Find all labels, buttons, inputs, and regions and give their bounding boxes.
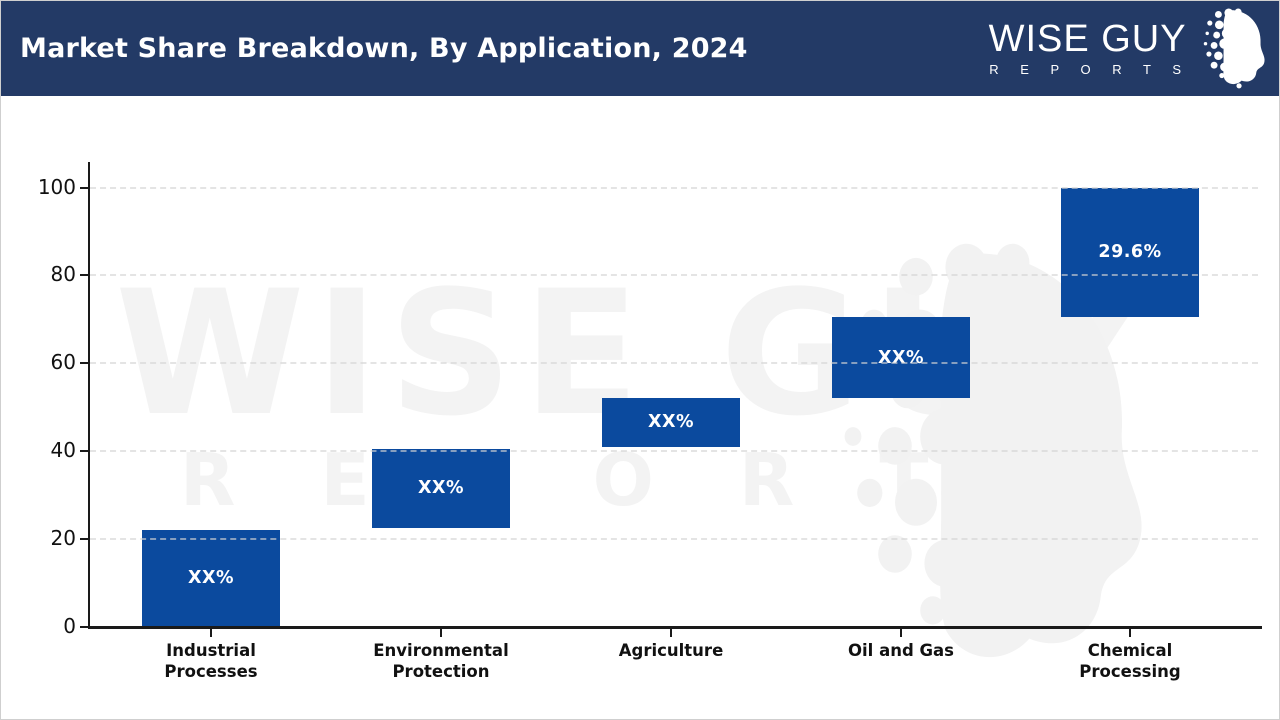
gridline-60 bbox=[90, 362, 1258, 365]
y-tick-mark-60 bbox=[80, 362, 88, 365]
bar-value-label: XX% bbox=[877, 347, 925, 368]
x-tick-mark-industrial-processes bbox=[210, 629, 212, 637]
wiseguy-logo-subtitle: R E P O R T S bbox=[989, 61, 1190, 77]
gridline-20 bbox=[90, 537, 1258, 540]
x-axis-label-industrial-processes: Industrial Processes bbox=[164, 641, 258, 681]
wiseguy-face-logo-icon bbox=[1203, 8, 1265, 89]
y-axis-line bbox=[88, 162, 90, 628]
x-axis-label-chemical-processing: Chemical Processing bbox=[1079, 641, 1181, 681]
y-tick-mark-40 bbox=[80, 449, 88, 452]
y-tick-label-0: 0 bbox=[63, 613, 76, 638]
y-tick-label-40: 40 bbox=[50, 437, 76, 462]
y-tick-mark-100 bbox=[80, 186, 88, 189]
gridline-40 bbox=[90, 449, 1258, 452]
x-axis-line bbox=[88, 626, 1262, 629]
x-axis-label-agriculture: Agriculture bbox=[618, 641, 724, 660]
wiseguy-logo-name: WISE GUY bbox=[988, 17, 1187, 60]
y-tick-label-80: 80 bbox=[50, 262, 76, 287]
bar-value-label: XX% bbox=[187, 568, 235, 589]
x-tick-mark-environmental-protection bbox=[440, 629, 442, 637]
bar-environmental-protection: XX% bbox=[372, 448, 510, 528]
bar-value-label: 29.6% bbox=[1098, 242, 1162, 263]
bar-industrial-processes: XX% bbox=[142, 529, 280, 627]
x-tick-mark-agriculture bbox=[670, 629, 672, 637]
y-tick-mark-0 bbox=[80, 625, 88, 628]
y-tick-label-60: 60 bbox=[50, 350, 76, 375]
bar-value-label: XX% bbox=[647, 412, 695, 433]
x-axis-label-environmental-protection: Environmental Protection bbox=[373, 641, 509, 681]
bar-agriculture: XX% bbox=[602, 398, 740, 447]
gridline-80 bbox=[90, 274, 1258, 277]
bar-value-label: XX% bbox=[417, 478, 465, 499]
y-tick-label-20: 20 bbox=[50, 525, 76, 550]
bar-oil-and-gas: XX% bbox=[832, 317, 970, 399]
y-tick-label-100: 100 bbox=[37, 174, 76, 199]
x-tick-mark-chemical-processing bbox=[1129, 629, 1131, 637]
gridline-100 bbox=[90, 186, 1258, 189]
wiseguy-logo: WISE GUY R E P O R T S bbox=[985, 5, 1270, 91]
page-title: Market Share Breakdown, By Application, … bbox=[20, 32, 748, 64]
x-tick-mark-oil-and-gas bbox=[900, 629, 902, 637]
bar-chemical-processing: 29.6% bbox=[1061, 187, 1199, 318]
header-bar: Market Share Breakdown, By Application, … bbox=[0, 0, 1280, 96]
y-tick-mark-20 bbox=[80, 537, 88, 540]
y-tick-mark-80 bbox=[80, 274, 88, 277]
wiseguy-logo-text: WISE GUY R E P O R T S bbox=[985, 20, 1190, 77]
x-axis-label-oil-and-gas: Oil and Gas bbox=[847, 641, 955, 660]
